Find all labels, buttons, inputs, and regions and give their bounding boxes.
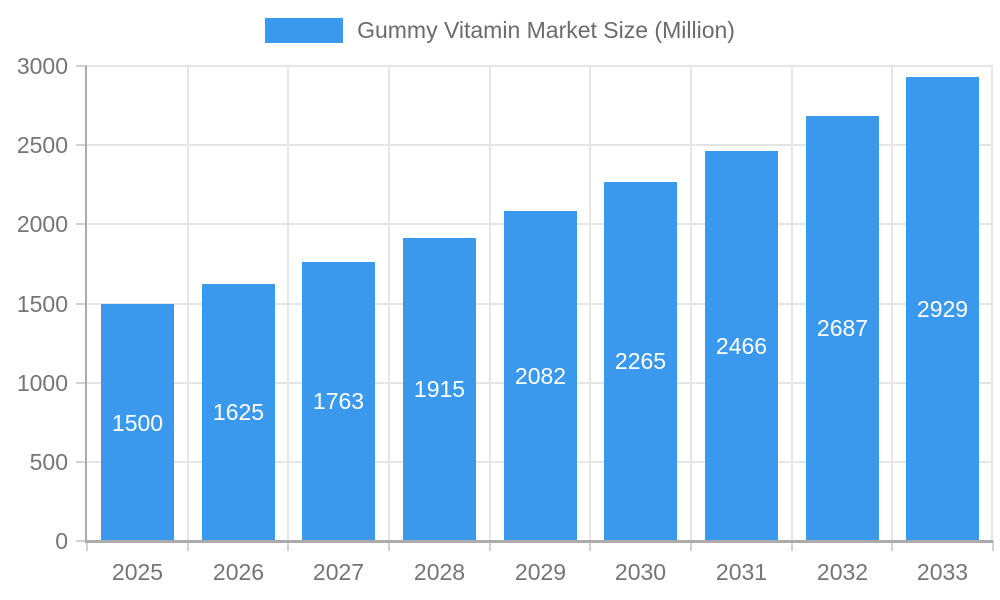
x-axis-label: 2032: [816, 559, 869, 585]
bar-value-label: 2082: [514, 362, 567, 389]
legend-swatch: [265, 17, 344, 43]
x-tick: [86, 541, 88, 551]
bar-value-label: 2265: [614, 348, 667, 374]
x-axis-label: 2026: [212, 559, 265, 585]
bar[interactable]: 2929: [906, 77, 979, 541]
x-axis-line: [85, 540, 993, 543]
legend-label: Gummy Vitamin Market Size (Million): [357, 17, 735, 43]
bar[interactable]: 2687: [806, 116, 879, 541]
y-tick: [76, 303, 87, 305]
y-tick: [76, 65, 87, 67]
y-axis-label: 3000: [16, 53, 68, 79]
y-axis-label: 1000: [16, 370, 68, 396]
x-gridline: [791, 66, 793, 541]
bar[interactable]: 1625: [202, 284, 275, 541]
x-gridline: [690, 66, 692, 541]
y-tick: [76, 144, 87, 146]
bar-value-label: 1915: [413, 376, 466, 402]
y-gridline: [87, 144, 993, 146]
bar[interactable]: 1915: [403, 238, 476, 541]
x-axis-label: 2033: [916, 559, 969, 585]
x-axis-label: 2029: [514, 559, 567, 585]
x-gridline: [891, 66, 893, 541]
bar-value-label: 2929: [916, 295, 969, 322]
bar-value-label: 2466: [715, 332, 768, 359]
y-axis-label: 500: [29, 449, 68, 475]
x-axis-label: 2028: [413, 559, 466, 585]
bar-value-label: 1500: [111, 409, 164, 436]
x-gridline: [187, 66, 189, 541]
chart-legend-item[interactable]: Gummy Vitamin Market Size (Million): [0, 17, 1000, 43]
bar-value-label: 2687: [816, 315, 869, 341]
x-axis-label: 2027: [312, 559, 365, 585]
y-axis-label: 2500: [16, 132, 68, 158]
y-tick: [76, 461, 87, 463]
y-axis-line: [85, 66, 87, 541]
y-axis-label: 2000: [16, 211, 68, 237]
x-tick: [791, 541, 793, 551]
x-axis-label: 2025: [111, 559, 164, 585]
y-axis-label: 0: [55, 528, 68, 554]
x-tick: [489, 541, 491, 551]
x-tick: [589, 541, 591, 551]
x-tick: [992, 541, 994, 551]
x-tick: [287, 541, 289, 551]
y-axis-label: 1500: [16, 291, 68, 317]
bar-value-label: 1625: [212, 399, 265, 425]
x-tick: [388, 541, 390, 551]
bar-value-label: 1763: [312, 388, 365, 414]
x-gridline: [991, 66, 993, 541]
y-tick: [76, 382, 87, 384]
y-tick: [76, 540, 87, 542]
x-gridline: [388, 66, 390, 541]
x-gridline: [589, 66, 591, 541]
x-gridline: [287, 66, 289, 541]
x-axis-label: 2030: [614, 559, 667, 585]
x-tick: [891, 541, 893, 551]
bar[interactable]: 1763: [302, 262, 375, 541]
x-tick: [187, 541, 189, 551]
y-tick: [76, 223, 87, 225]
x-gridline: [489, 66, 491, 541]
bar[interactable]: 2466: [705, 151, 778, 541]
bar[interactable]: 2265: [604, 182, 677, 541]
bar[interactable]: 1500: [101, 304, 174, 542]
y-gridline: [87, 65, 993, 67]
x-tick: [690, 541, 692, 551]
x-axis-label: 2031: [715, 559, 768, 585]
bar[interactable]: 2082: [504, 211, 577, 541]
